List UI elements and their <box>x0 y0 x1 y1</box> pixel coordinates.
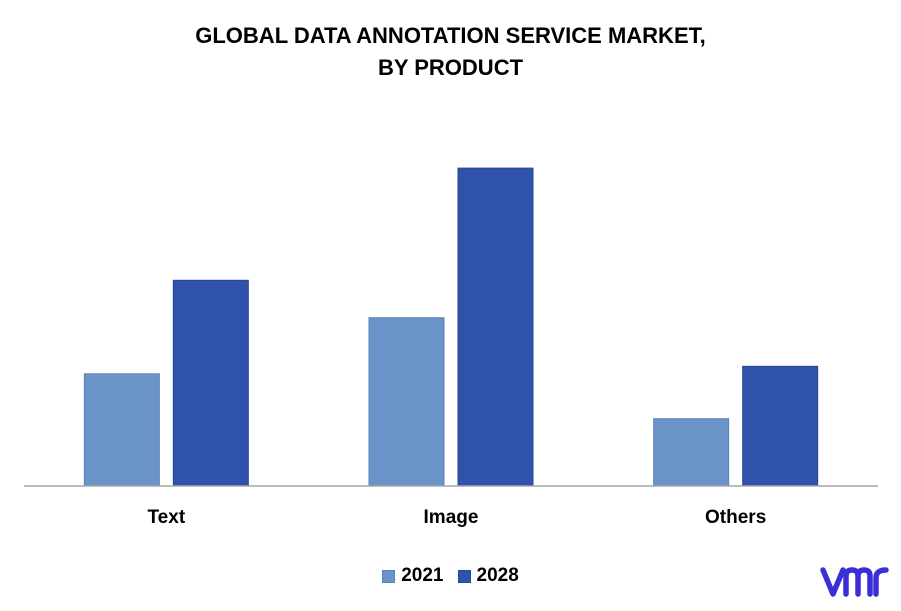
bar-image-2021 <box>368 317 445 487</box>
legend-item-2021: 2021 <box>382 565 444 587</box>
bar-others-2021 <box>653 418 730 487</box>
bar-others-2028 <box>742 365 819 487</box>
bar-text-2021 <box>83 373 160 487</box>
legend-swatch-2021 <box>382 569 396 583</box>
bar-image-2028 <box>457 167 534 487</box>
legend-item-2028: 2028 <box>457 565 519 587</box>
bars-group <box>83 167 819 487</box>
legend-label-2021: 2021 <box>401 565 444 586</box>
category-labels: Text Image Others <box>147 507 766 528</box>
category-label-image: Image <box>424 507 479 528</box>
category-label-others: Others <box>705 507 766 528</box>
vmr-logo-icon <box>820 567 889 597</box>
category-label-text: Text <box>147 507 185 528</box>
bar-chart: Text Image Others <box>24 167 878 528</box>
legend-swatch-2028 <box>457 569 471 583</box>
legend-label-2028: 2028 <box>476 565 519 586</box>
bar-text-2028 <box>172 279 249 487</box>
chart-title-line-1: GLOBAL DATA ANNOTATION SERVICE MARKET, <box>195 23 706 48</box>
chart-title: GLOBAL DATA ANNOTATION SERVICE MARKET, B… <box>0 20 901 84</box>
chart-title-line-2: BY PRODUCT <box>377 55 524 80</box>
legend: 2021 2028 <box>0 565 901 587</box>
